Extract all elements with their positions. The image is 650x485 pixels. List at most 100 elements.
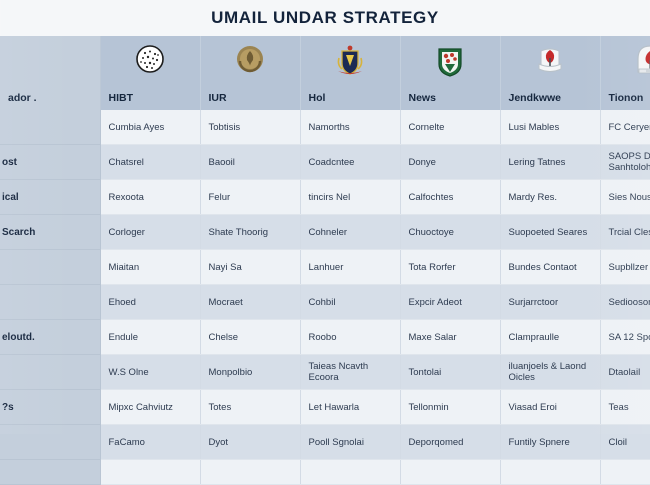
comparison-table: ador . [0,36,650,485]
column-header-tionon[interactable]: Tionon [600,36,650,110]
white-shield-red-drop-icon [632,42,650,80]
table-cell: Ehoed [100,284,201,320]
table-cell: Expcir Adeot [400,284,501,320]
table-cell: Dyot [200,424,301,460]
row-label-cell: Scarch [0,214,101,250]
table-row: ical Rexoota Felur tincirs Nel Calfochtes Mar… [0,179,650,215]
table-cell: Mardy Res. [500,179,601,215]
table-cell: Pooll Sgnolai [300,424,401,460]
table-cell: Nayi Sa [200,249,301,285]
table-cell: W.S Olne [100,354,201,390]
table-row: Miaitan Nayi Sa Lanhuer Tota Rorfer Bundes C… [0,249,650,285]
table-cell: Trcial Clest [600,214,650,250]
row-label-cell: eloutd. [0,319,101,355]
title-bar: UMAIL UNDAR STRATEGY [0,0,650,36]
table-cell: Calfochtes [400,179,501,215]
column-header-label: IUR [208,92,227,104]
table-cell: Dtaolail [600,354,650,390]
row-label-cell: ical [0,179,101,215]
table-cell: Felur [200,179,301,215]
table-cell: Coadcntee [300,144,401,180]
table-cell: SAOPS Da Sanhtolohis [600,144,650,180]
table-cell: Roobo [300,319,401,355]
row-label-cell [0,354,101,390]
green-shield-crest-icon [432,42,468,80]
bronze-seal-emblem-icon [232,42,268,80]
table-cell [400,459,501,485]
table-cell: Cloil [600,424,650,460]
table-cell [100,459,201,485]
table-cell: Endule [100,319,201,355]
table-cell: Bundes Contaot [500,249,601,285]
table-cell: Mocraet [200,284,301,320]
table-cell: FC Ceryer [600,110,650,145]
table-cell: Teas [600,389,650,425]
table-cell: Deporqomed [400,424,501,460]
table-cell: Tota Rorfer [400,249,501,285]
row-label-cell: ost [0,144,101,180]
table-cell: Cohbil [300,284,401,320]
table-cell: Shate Thoorig [200,214,301,250]
column-header-label: HIBT [108,92,134,104]
table-cell: Maxe Salar [400,319,501,355]
table-header-row: ador . [0,36,650,110]
row-label-cell [0,424,101,460]
table-cell: Corloger [100,214,201,250]
column-header-jendkwwe[interactable]: Jendkwwe [500,36,601,110]
table-row: ost Chatsrel Baooil Coadcntee Donye Lering Ta… [0,144,650,180]
row-label-cell [0,110,101,145]
row-label-cell [0,249,101,285]
column-header-hol[interactable]: Hol [300,36,401,110]
row-label-cell [0,284,101,320]
table-cell: Cumbia Ayes [100,110,201,145]
row-label-header: ador . [0,36,101,110]
table-cell: Sediooson [600,284,650,320]
table-row [0,459,650,485]
column-header-hibt[interactable]: HIBT [100,36,201,110]
table-cell: Totes [200,389,301,425]
table-cell: Supbllzer [600,249,650,285]
table-cell: Baooil [200,144,301,180]
column-header-label: Tionon [608,92,644,104]
table-cell: Namorths [300,110,401,145]
table-cell [300,459,401,485]
table-cell: FaCamo [100,424,201,460]
white-red-banner-crest-icon [532,42,568,80]
row-label-cell [0,459,101,485]
table-row: eloutd. Endule Chelse Roobo Maxe Salar Clampr… [0,319,650,355]
column-header-iur[interactable]: IUR [200,36,301,110]
table-cell: Lering Tatnes [500,144,601,180]
column-header-label: Jendkwwe [508,92,562,104]
table-cell [500,459,601,485]
table-cell: Cornelte [400,110,501,145]
table-cell: Clampraulle [500,319,601,355]
column-header-label: Hol [308,92,326,104]
table-row: FaCamo Dyot Pooll Sgnolai Deporqomed Funtily… [0,424,650,460]
table-cell: Let Hawarla [300,389,401,425]
table-cell [600,459,650,485]
table-row: Scarch Corloger Shate Thoorig Cohneler Chuoc… [0,214,650,250]
table-cell: Surjarrctoor [500,284,601,320]
table-cell: Chelse [200,319,301,355]
table-cell: Chuoctoye [400,214,501,250]
table-row: W.S Olne Monpolbio Taieas Ncavth Ecoora Ton… [0,354,650,390]
table-cell: Lanhuer [300,249,401,285]
column-header-label: News [408,92,436,104]
comparison-table-container: ador . [0,36,650,485]
table-cell: Sies Nous [600,179,650,215]
table-cell: Suopoeted Seares [500,214,601,250]
table-cell: Donye [400,144,501,180]
table-cell: tincirs Nel [300,179,401,215]
table-header: ador . [0,36,650,110]
row-label-cell: ?s [0,389,101,425]
table-cell: Funtily Spnere [500,424,601,460]
table-cell: Tontolai [400,354,501,390]
page-title: UMAIL UNDAR STRATEGY [211,8,439,27]
table-row: Cumbia Ayes Tobtisis Namorths Cornelte Lusi … [0,110,650,145]
table-cell: Tellonmin [400,389,501,425]
table-cell: Rexoota [100,179,201,215]
table-cell: Cohneler [300,214,401,250]
table-cell: Lusi Mables [500,110,601,145]
navy-gold-shield-crest-icon [332,42,368,80]
column-header-news[interactable]: News [400,36,501,110]
